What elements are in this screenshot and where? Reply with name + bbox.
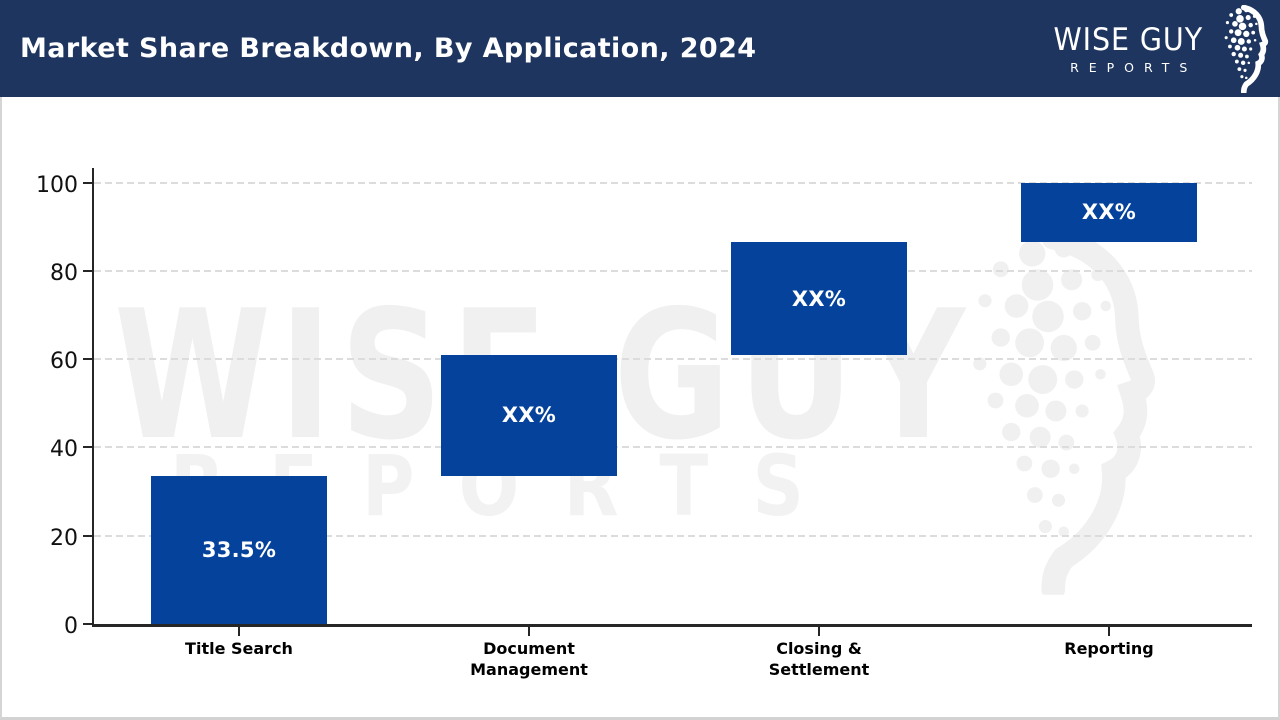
x-tick-mark xyxy=(818,627,820,636)
bar-title-search: 33.5% xyxy=(151,476,327,624)
y-tick-mark xyxy=(83,446,92,449)
brand-wordmark: WISE GUY REPORTS xyxy=(1047,22,1210,75)
x-category-label-reporting: Reporting xyxy=(1064,639,1154,658)
gridline xyxy=(94,446,1252,449)
bar-value-label-document-management: XX% xyxy=(501,403,557,428)
y-tick-label: 100 xyxy=(36,172,78,198)
x-tick-mark xyxy=(238,627,240,636)
header-bar: Market Share Breakdown, By Application, … xyxy=(0,0,1280,97)
bar-document-management: XX% xyxy=(441,354,617,477)
y-tick-label: 0 xyxy=(64,614,78,639)
x-category-label-document-management: Document Management xyxy=(470,639,588,679)
y-tick-label: 40 xyxy=(50,437,78,463)
y-tick-mark xyxy=(83,358,92,361)
plot-area: 33.5% Title Search XX% Document Management X… xyxy=(83,168,1252,679)
page-title: Market Share Breakdown, By Application, … xyxy=(20,33,757,64)
y-axis-labels: 0 20 40 60 80 100 xyxy=(2,168,78,639)
x-category-label-title-search: Title Search xyxy=(185,639,293,658)
y-tick-mark xyxy=(83,181,92,184)
y-tick-mark xyxy=(83,623,92,625)
y-tick-label: 80 xyxy=(50,260,78,286)
brand-name: WISE GUY xyxy=(1053,22,1204,58)
gridline xyxy=(94,181,1252,184)
bar-value-label-title-search: 33.5% xyxy=(201,538,277,563)
bar-reporting: XX% xyxy=(1021,182,1197,243)
bar-closing-settlement: XX% xyxy=(731,242,907,355)
bar-value-label-closing-settlement: XX% xyxy=(791,286,847,311)
x-tick-mark xyxy=(528,627,530,636)
x-tick-mark xyxy=(1108,627,1110,636)
brand-subtitle: REPORTS xyxy=(1070,60,1198,75)
bar-value-label-reporting: XX% xyxy=(1081,200,1137,225)
y-tick-mark xyxy=(83,269,92,272)
x-category-label-closing-settlement: Closing & Settlement xyxy=(768,639,870,679)
gridline xyxy=(94,269,1252,272)
y-tick-label: 20 xyxy=(50,525,78,551)
gridline xyxy=(94,534,1252,537)
y-tick-label: 60 xyxy=(50,349,78,375)
brand-logo: WISE GUY REPORTS xyxy=(1047,0,1280,97)
y-tick-mark xyxy=(83,534,92,537)
gridline xyxy=(94,358,1252,361)
chart-region: WISE GUY REPORTS 0 20 40 60 80 100 33.5% Title… xyxy=(0,97,1280,720)
dotted-head-logo-icon xyxy=(1202,5,1278,93)
